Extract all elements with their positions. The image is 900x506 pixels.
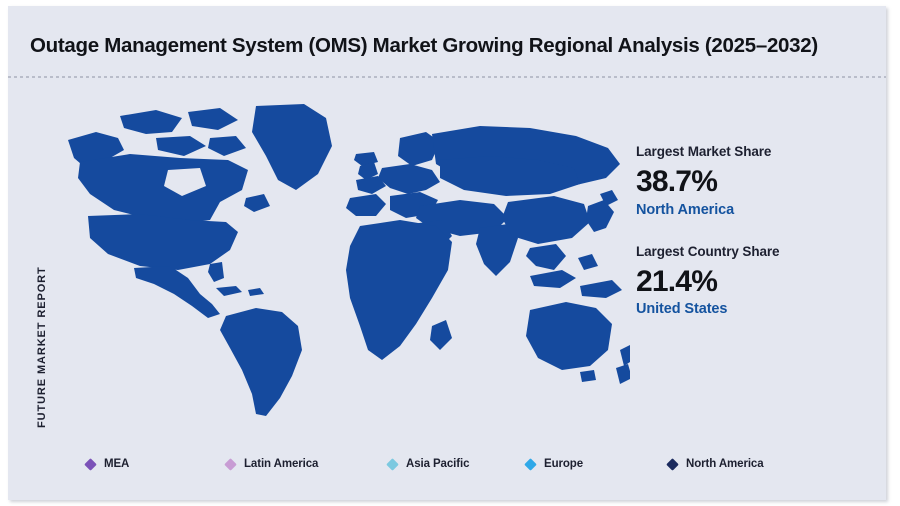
- legend-item-latin-america[interactable]: Latin America: [224, 457, 388, 471]
- legend-item-label: Europe: [544, 458, 584, 470]
- brand-label: FUTURE MARKET REPORT: [36, 266, 48, 428]
- stats-panel: Largest Market Share 38.7% North America…: [636, 144, 876, 343]
- stat-value: 38.7%: [636, 165, 718, 198]
- legend-item-label: Latin America: [244, 458, 319, 470]
- legend-item-label: Asia Pacific: [406, 458, 470, 470]
- legend-item-europe[interactable]: Europe: [524, 457, 668, 471]
- infographic-canvas: Outage Management System (OMS) Market Gr…: [8, 6, 886, 500]
- stat-label: Largest Market Share: [636, 144, 772, 159]
- world-map-svg: [60, 98, 630, 418]
- diamond-marker-icon: [224, 457, 237, 471]
- diamond-marker-icon: [84, 457, 97, 471]
- diamond-marker-icon: [666, 457, 679, 471]
- map-landmasses: [68, 104, 630, 416]
- world-map: [60, 98, 630, 418]
- stat-largest-country-share: Largest Country Share 21.4% United State…: [636, 244, 876, 318]
- stat-value: 21.4%: [636, 264, 718, 298]
- stat-region: United States: [636, 301, 728, 317]
- legend-item-mea[interactable]: MEA: [84, 457, 226, 471]
- stat-label: Largest Country Share: [636, 243, 780, 259]
- page-title: Outage Management System (OMS) Market Gr…: [30, 34, 818, 57]
- map-legend: MEA Latin America Asia Pacific Europe No…: [84, 452, 816, 476]
- stat-largest-market-share: Largest Market Share 38.7% North America: [636, 144, 876, 218]
- stat-region: North America: [636, 201, 735, 218]
- diamond-marker-icon: [524, 457, 537, 471]
- legend-item-asia-pacific[interactable]: Asia Pacific: [386, 457, 526, 471]
- header-divider: [8, 76, 886, 78]
- legend-item-label: North America: [686, 458, 764, 470]
- header: Outage Management System (OMS) Market Gr…: [8, 6, 886, 78]
- legend-item-north-america[interactable]: North America: [666, 457, 764, 471]
- legend-item-label: MEA: [104, 458, 130, 470]
- diamond-marker-icon: [386, 457, 399, 471]
